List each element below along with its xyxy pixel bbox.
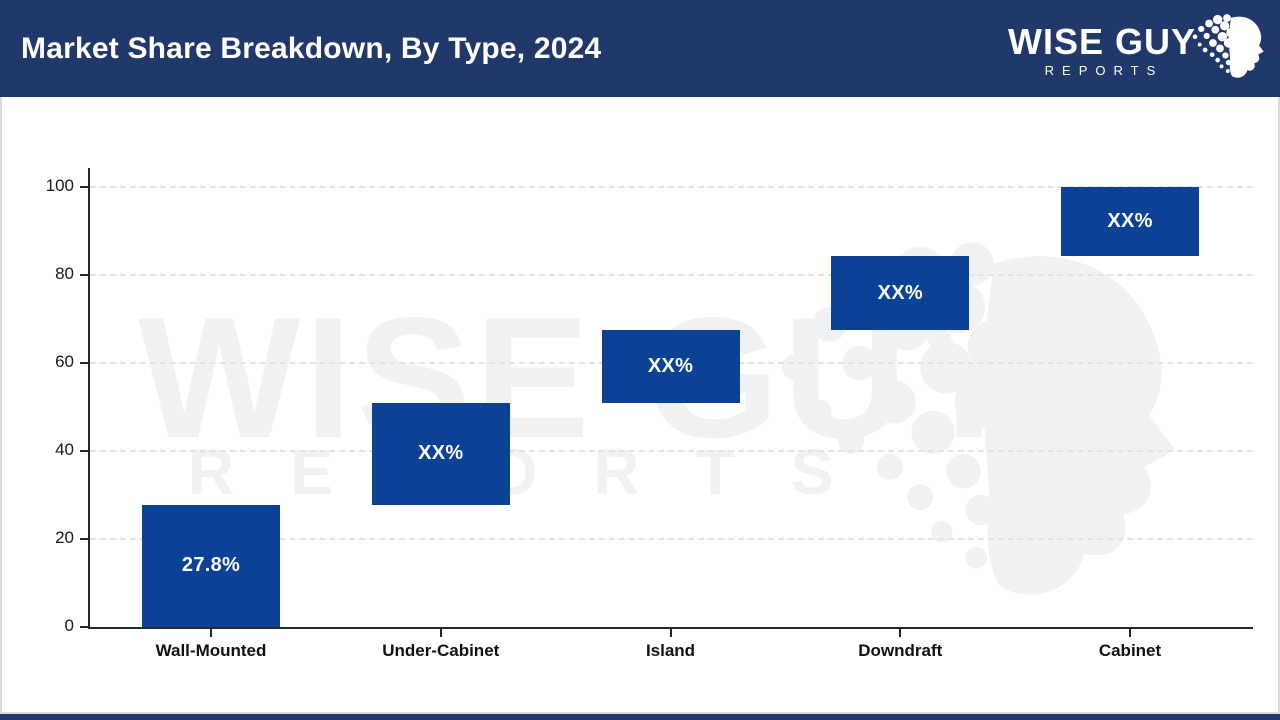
gridline (90, 274, 1253, 276)
body-border-bottom (0, 712, 1280, 714)
bar-value-label: XX% (418, 442, 464, 465)
bar-segment: 27.8% (142, 504, 280, 627)
brand-logo-text: WISE GUY REPORTS (1007, 20, 1196, 78)
y-axis-label: 80 (55, 264, 74, 283)
x-axis-tick (210, 629, 212, 637)
gridline (90, 538, 1253, 540)
y-axis-tick (80, 274, 88, 276)
bar-value-label: XX% (877, 281, 923, 304)
bar-value-label: XX% (647, 354, 694, 377)
x-axis-tick (669, 629, 672, 637)
bar-segment: XX% (601, 330, 740, 403)
x-axis-category-label: Under-Cabinet (382, 641, 500, 660)
brand-name: WISE GUY (1007, 20, 1196, 62)
x-axis-tick (439, 629, 442, 637)
brand-subtitle: REPORTS (1044, 62, 1164, 78)
body-border-left (0, 97, 2, 714)
bar-segment: XX% (831, 256, 970, 330)
y-axis-tick (80, 538, 88, 540)
bar-value-label: XX% (1107, 210, 1153, 233)
y-axis-label: 40 (55, 440, 74, 459)
x-axis-category-label: Cabinet (1098, 641, 1162, 660)
x-axis-category-label: Wall-Mounted (155, 641, 267, 660)
bar-segment: XX% (1061, 187, 1199, 257)
x-axis-tick (1129, 629, 1131, 637)
x-axis-category-label: Island (645, 641, 696, 660)
body-border-right (1278, 97, 1280, 714)
y-axis-line (88, 168, 90, 629)
y-axis-label: 0 (64, 616, 74, 635)
gridline (90, 450, 1253, 452)
bar-value-label: 27.8% (181, 554, 241, 577)
x-axis-category-label: Downdraft (858, 641, 943, 660)
y-axis-tick (80, 626, 88, 628)
page-title: Market Share Breakdown, By Type, 2024 (21, 31, 602, 65)
y-axis-label: 100 (45, 176, 74, 195)
y-axis-tick (80, 186, 88, 188)
brand-logo: WISE GUY REPORTS (1008, 6, 1266, 94)
wise-guy-face-icon (1188, 9, 1266, 91)
gridline (90, 186, 1253, 188)
y-axis-label: 60 (55, 352, 74, 371)
bar-segment: XX% (371, 402, 510, 505)
x-axis-tick (899, 629, 902, 637)
y-axis-tick (80, 362, 88, 364)
header-bar: Market Share Breakdown, By Type, 2024 WI… (0, 0, 1280, 97)
y-axis-tick (80, 450, 88, 452)
x-axis-line (88, 627, 1253, 629)
footer-bar (0, 714, 1280, 720)
y-axis-label: 20 (55, 528, 74, 547)
